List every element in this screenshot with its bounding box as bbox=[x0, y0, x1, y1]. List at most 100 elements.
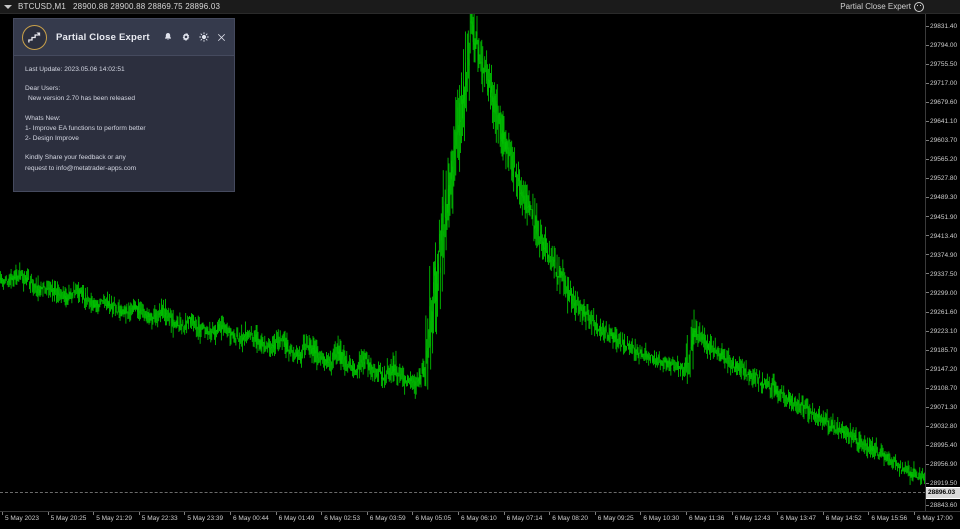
time-tick-mark bbox=[93, 512, 95, 515]
price-tick: 29565.20 bbox=[926, 155, 960, 165]
feedback-block: Kindly Share your feedback or any reques… bbox=[25, 153, 234, 173]
current-price-tag: 28896.03 bbox=[926, 487, 960, 499]
price-tick: 29185.70 bbox=[926, 346, 960, 356]
price-tick: 29451.90 bbox=[926, 213, 960, 223]
time-tick: 6 May 09:25 bbox=[597, 515, 634, 522]
panel-header[interactable]: Partial Close Expert bbox=[14, 19, 234, 56]
time-tick-mark bbox=[458, 512, 459, 515]
ascending-stairs-badge-icon bbox=[22, 24, 47, 50]
ohlc-values: 28900.88 28900.88 28869.75 28896.03 bbox=[73, 2, 221, 11]
time-tick-mark bbox=[549, 512, 551, 515]
price-tick: 29413.40 bbox=[926, 232, 960, 242]
time-tick-mark bbox=[640, 512, 642, 515]
price-tick: 29147.20 bbox=[926, 365, 960, 375]
time-tick-mark bbox=[2, 512, 3, 515]
whats-new-item: 1- Improve EA functions to perform bette… bbox=[25, 124, 146, 132]
time-tick-mark bbox=[138, 512, 140, 515]
partial-close-expert-panel[interactable]: Partial Close Expert bbox=[13, 18, 235, 192]
time-tick: 6 May 10:30 bbox=[643, 515, 680, 522]
brightness-icon[interactable] bbox=[198, 32, 209, 43]
price-tick: 29679.60 bbox=[926, 98, 960, 108]
time-tick: 6 May 05:05 bbox=[415, 515, 452, 522]
time-tick-mark bbox=[822, 512, 824, 515]
last-update-block: Last Update: 2023.05.06 14:02:51 bbox=[25, 65, 234, 75]
time-tick-mark bbox=[321, 512, 323, 515]
feedback-line: Kindly Share your feedback or any bbox=[25, 154, 126, 162]
time-tick: 6 May 11:36 bbox=[689, 515, 725, 522]
expert-name-label: Partial Close Expert bbox=[840, 2, 911, 11]
time-tick-mark bbox=[230, 512, 231, 515]
time-tick-mark bbox=[184, 512, 186, 515]
chevron-down-icon[interactable] bbox=[4, 4, 12, 9]
expert-status: Partial Close Expert bbox=[840, 1, 924, 12]
whats-new-block: Whats New: 1- Improve EA functions to pe… bbox=[25, 114, 234, 145]
price-tick: 29527.80 bbox=[926, 174, 960, 184]
time-tick: 6 May 15:56 bbox=[871, 515, 908, 522]
time-tick-mark bbox=[275, 512, 277, 515]
candlestick-group bbox=[0, 13, 926, 486]
price-tick: 29641.10 bbox=[926, 117, 960, 127]
version-note-label: New version 2.70 has been released bbox=[28, 95, 136, 103]
price-tick: 29489.30 bbox=[926, 193, 960, 203]
symbol-label: BTCUSD,M1 bbox=[18, 2, 67, 11]
last-update-label: Last Update: 2023.05.06 14:02:51 bbox=[25, 66, 125, 73]
time-tick: 6 May 14:52 bbox=[825, 515, 862, 522]
whats-new-label: Whats New: bbox=[25, 114, 61, 122]
time-tick: 5 May 21:29 bbox=[96, 515, 132, 522]
panel-body: Last Update: 2023.05.06 14:02:51 Dear Us… bbox=[14, 56, 234, 174]
time-tick-mark bbox=[594, 512, 596, 515]
time-tick: 6 May 03:59 bbox=[369, 515, 406, 522]
time-tick: 5 May 23:39 bbox=[187, 515, 224, 522]
smiley-face-icon bbox=[914, 1, 924, 12]
time-tick: 6 May 00:44 bbox=[233, 515, 269, 522]
price-tick: 29831.40 bbox=[926, 22, 960, 32]
current-price-line bbox=[0, 492, 926, 493]
greeting-block: Dear Users: New version 2.70 has been re… bbox=[25, 84, 234, 104]
time-tick: 6 May 07:14 bbox=[506, 515, 543, 522]
price-tick: 28995.40 bbox=[926, 441, 960, 451]
price-tick: 29071.30 bbox=[926, 403, 960, 413]
price-tick: 28956.90 bbox=[926, 460, 960, 470]
panel-action-bar bbox=[162, 32, 227, 43]
panel-title: Partial Close Expert bbox=[56, 31, 150, 43]
time-tick: 5 May 2023 bbox=[5, 515, 39, 522]
time-tick: 6 May 08:20 bbox=[552, 515, 588, 522]
time-tick-mark bbox=[686, 512, 687, 515]
quote-bar: BTCUSD,M1 28900.88 28900.88 28869.75 288… bbox=[0, 0, 960, 14]
price-tick: 29337.50 bbox=[926, 270, 960, 280]
time-tick-mark bbox=[366, 512, 368, 515]
time-tick: 5 May 22:33 bbox=[141, 515, 178, 522]
time-axis[interactable]: 5 May 2023 5 May 20:25 5 May 21:29 5 May 22… bbox=[0, 511, 960, 529]
time-tick-mark bbox=[868, 512, 870, 515]
price-tick: 29374.90 bbox=[926, 251, 960, 261]
time-tick-mark bbox=[412, 512, 414, 515]
time-tick: 6 May 01:49 bbox=[278, 515, 315, 522]
price-tick: 29223.10 bbox=[926, 327, 960, 337]
close-icon[interactable] bbox=[216, 32, 227, 43]
gear-icon[interactable] bbox=[180, 32, 191, 43]
time-tick-mark bbox=[777, 512, 779, 515]
time-tick: 5 May 20:25 bbox=[50, 515, 87, 522]
time-tick-mark bbox=[731, 512, 733, 515]
time-tick: 6 May 12:43 bbox=[734, 515, 771, 522]
price-tick: 29755.50 bbox=[926, 60, 960, 70]
greeting-label: Dear Users: bbox=[25, 85, 61, 93]
time-tick-mark bbox=[47, 512, 49, 515]
time-tick: 6 May 13:47 bbox=[780, 515, 816, 522]
price-tick: 28919.50 bbox=[926, 479, 960, 489]
price-tick: 29032.80 bbox=[926, 422, 960, 432]
price-series-svg bbox=[0, 13, 926, 486]
time-tick: 6 May 17:00 bbox=[917, 515, 953, 522]
price-axis[interactable]: 29831.40 29794.00 29755.50 29717.00 29679.60… bbox=[925, 13, 960, 512]
time-tick-mark bbox=[503, 512, 505, 515]
bell-icon[interactable] bbox=[162, 32, 173, 43]
time-tick-mark bbox=[914, 512, 915, 515]
price-tick: 29603.70 bbox=[926, 136, 960, 146]
price-tick: 29717.00 bbox=[926, 79, 960, 89]
price-tick: 29261.60 bbox=[926, 308, 960, 318]
price-tick: 29299.00 bbox=[926, 289, 960, 299]
price-tick: 28843.60 bbox=[926, 501, 960, 511]
price-tick: 29794.00 bbox=[926, 41, 960, 51]
time-tick: 6 May 06:10 bbox=[461, 515, 497, 522]
